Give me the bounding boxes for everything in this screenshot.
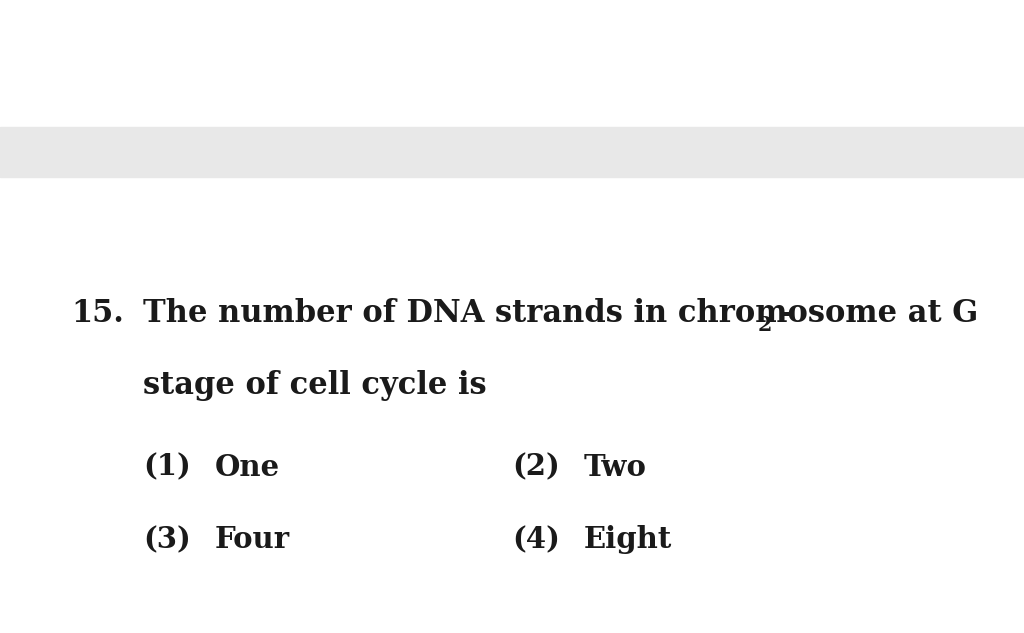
Text: The number of DNA strands in chromosome at G: The number of DNA strands in chromosome …	[143, 298, 979, 329]
Text: One: One	[215, 453, 281, 482]
Text: -: -	[779, 298, 792, 329]
Text: Four: Four	[215, 525, 290, 555]
Text: 15.: 15.	[72, 298, 125, 329]
Text: (2): (2)	[512, 453, 560, 482]
Text: Two: Two	[584, 453, 646, 482]
Bar	[0, 127, 1024, 177]
Text: (4): (4)	[512, 525, 560, 555]
Text: (3): (3)	[143, 525, 191, 555]
Text: (1): (1)	[143, 453, 191, 482]
Text: 2: 2	[758, 315, 772, 335]
Text: stage of cell cycle is: stage of cell cycle is	[143, 370, 487, 401]
Text: Eight: Eight	[584, 525, 672, 555]
